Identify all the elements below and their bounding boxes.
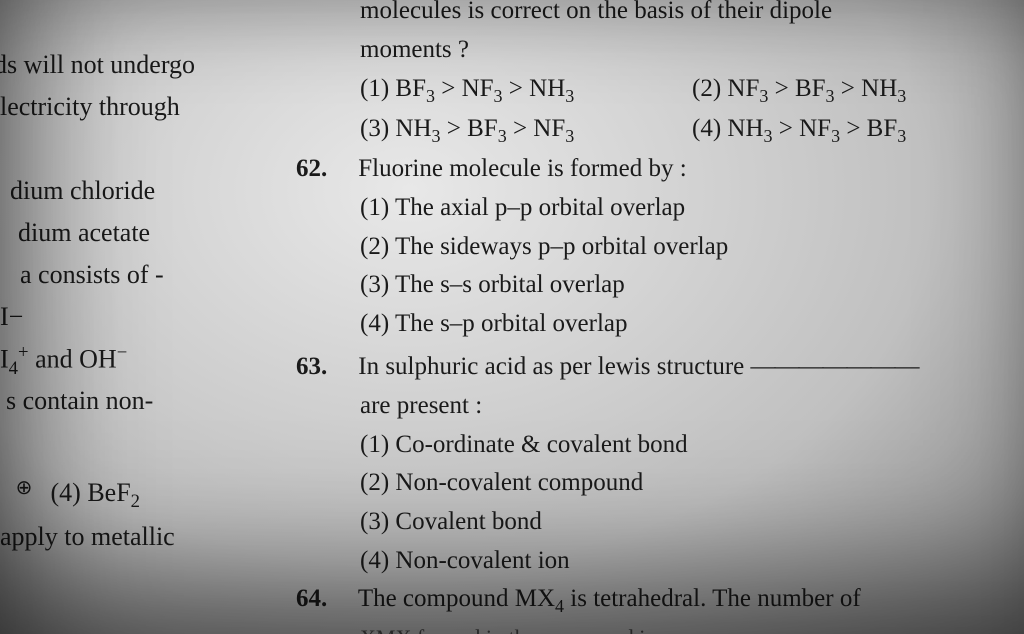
q61-o4-a: (4) NH [692,115,764,142]
q61-o4-b: > NF [773,115,832,142]
q61-option-2: (2) NF3 > BF3 > NH3 [692,70,1024,111]
q62-option-3: (3) The s–s orbital overlap [280,266,1024,305]
q64-number: 64. [296,580,352,619]
sub3: 3 [565,86,574,106]
q63-number: 63. [296,348,352,387]
q61-option-3: (3) NH3 > BF3 > NF3 [360,110,692,151]
q61-option-4: (4) NH3 > NF3 > BF3 [692,110,1024,151]
q61-option-1: (1) BF3 > NF3 > NH3 [360,70,692,111]
frag-i4-b: and OH [29,345,117,374]
q63-option-1: (1) Co-ordinate & covalent bond [280,426,1024,465]
q64-stem-2: is tetrahedral. The number of [564,585,861,612]
frag-apply-metallic: apply to metallic [0,516,175,558]
q61-o2-b: > BF [768,75,825,102]
frag-i4-a: I [0,345,9,374]
q61-o3-a: (3) NH [360,115,432,142]
frag-i-minus: I− [0,296,23,338]
sub3: 3 [498,126,507,146]
q61-o1-b: > NF [435,75,494,102]
sub3: 3 [897,126,906,146]
right-column-questions: molecules is correct on the basis of the… [280,0,1024,634]
q61-stem-line2: moments ? [280,31,1024,70]
question-63: 63. In sulphuric acid as per lewis struc… [280,348,1024,581]
frag-chloride: dium chloride [10,170,155,212]
left-column-fragments: ds will not undergo lectricity through d… [0,0,280,634]
q61-o2-c: > NH [835,75,898,102]
q61-opt-row-2: (3) NH3 > BF3 > NF3 (4) NH3 > NF3 > BF3 [280,110,1024,151]
q62-stem: Fluorine molecule is formed by : [358,155,686,182]
sub3: 3 [759,86,768,106]
q63-option-2: (2) Non-covalent compound [280,464,1024,503]
q61-o2-a: (2) NF [692,75,759,102]
q61-o3-b: > BF [441,115,498,142]
frag-i4-sub: 4 [9,358,18,379]
q61-o1-a: (1) BF [360,75,426,102]
frag-i4-sup2: − [117,342,128,363]
q63-blank-dash: ——————— [751,353,919,380]
q62-option-1: (1) The axial p–p orbital overlap [280,189,1024,228]
q64-sub4: 4 [555,596,564,616]
page-scan: ds will not undergo lectricity through d… [0,0,1024,634]
question-62: 62. Fluorine molecule is formed by : (1)… [280,150,1024,344]
sub3: 3 [897,86,906,106]
q63-option-4: (4) Non-covalent ion [280,542,1024,581]
q63-stem-2: are present : [280,387,1024,426]
frag-i4-sup: + [18,342,29,363]
frag-bef2-text: (4) BeF [51,478,131,507]
question-61: molecules is correct on the basis of the… [280,0,1024,151]
q61-opt-row-1: (1) BF3 > NF3 > NH3 (2) NF3 > BF3 > NH3 [280,70,1024,111]
sub3: 3 [432,126,441,146]
q62-number: 62. [296,150,352,189]
frag-undergo: ds will not undergo [0,44,195,86]
q61-o3-c: > NF [507,115,566,142]
frag-contain-non: s contain non- [6,380,153,422]
q64-stem-1: The compound MX [358,585,555,612]
q61-o4-c: > BF [840,115,897,142]
frag-i4-oh: I4+ and OH− [0,338,127,384]
q64-cutoff: XMX formed in the compound is [280,621,1024,634]
frag-electricity: lectricity through [0,86,180,128]
q63-option-3: (3) Covalent bond [280,503,1024,542]
q62-option-2: (2) The sideways p–p orbital overlap [280,228,1024,267]
frag-acetate: dium acetate [18,212,150,254]
sub3: 3 [764,126,773,146]
oplus-icon: ⊕ [4,472,44,504]
sub3: 3 [831,126,840,146]
sub3: 3 [826,86,835,106]
sub3: 3 [426,86,435,106]
frag-bef2: ⊕ (4) BeF2 [4,472,140,517]
question-64: 64. The compound MX4 is tetrahedral. The… [280,580,1024,634]
sub3: 3 [494,86,503,106]
q61-o1-c: > NH [503,75,566,102]
q63-stem-1: In sulphuric acid as per lewis structure [358,353,750,380]
frag-consists: a consists of - [20,254,164,296]
q62-option-4: (4) The s–p orbital overlap [280,305,1024,344]
q61-stem-line1: molecules is correct on the basis of the… [280,0,1024,31]
sub3: 3 [565,126,574,146]
frag-bef2-sub: 2 [131,491,140,512]
